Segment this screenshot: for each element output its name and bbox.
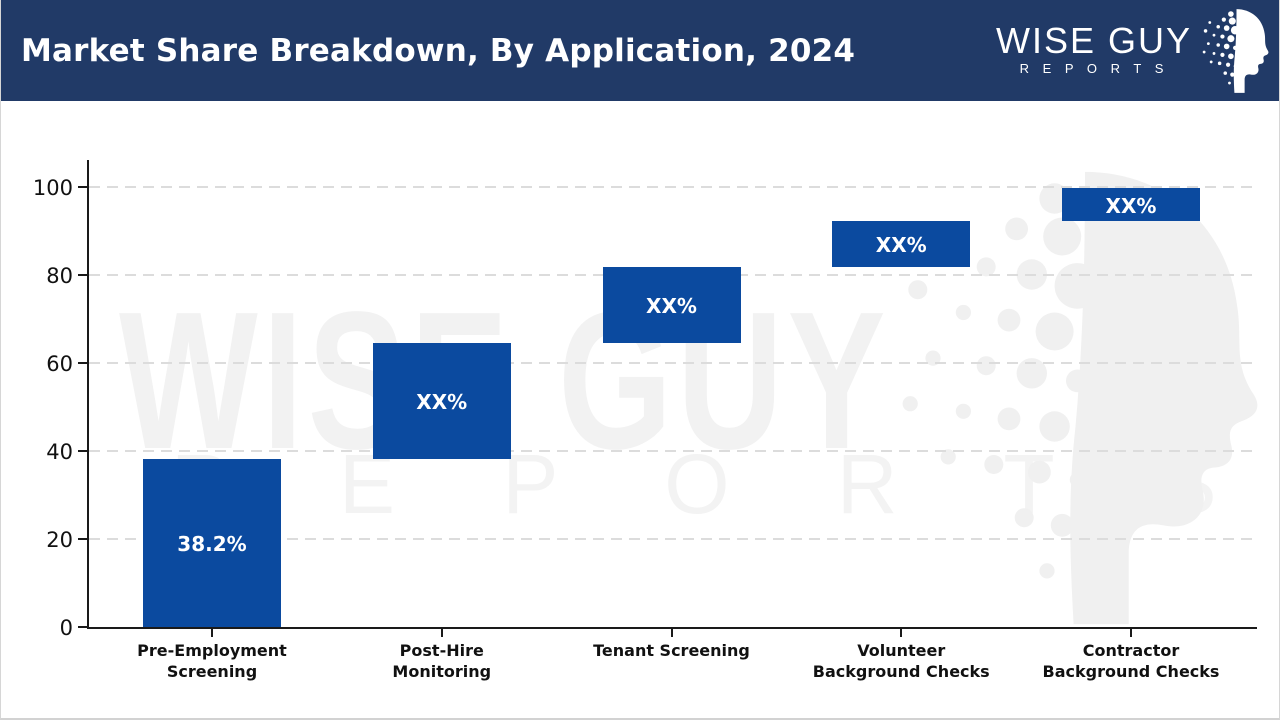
bar-value-label-2: XX%	[416, 389, 468, 414]
y-tick-label-80: 80	[46, 263, 73, 288]
gridline-100	[89, 185, 1257, 188]
y-tick-20	[78, 537, 87, 540]
x-tick-2	[440, 629, 443, 637]
bar-value-label-1: 38.2%	[177, 531, 247, 556]
y-tick-label-20: 20	[46, 527, 73, 552]
y-axis-spine	[87, 160, 89, 629]
y-tick-100	[78, 185, 87, 188]
x-tick-1	[211, 629, 213, 637]
brand-head-icon	[1202, 8, 1269, 93]
bar-value-label-5: XX%	[1105, 193, 1157, 218]
bar-value-label-3: XX%	[646, 294, 697, 319]
y-tick-label-60: 60	[46, 351, 73, 376]
y-tick-60	[78, 361, 87, 364]
brand-text: WISE GUY R E P O R T S	[996, 23, 1192, 78]
category-label-contractor-background-checks: Contractor Background Checks	[1042, 641, 1220, 681]
y-tick-80	[78, 273, 87, 276]
brand-logo: WISE GUY R E P O R T S	[996, 7, 1272, 95]
x-tick-5	[1130, 629, 1132, 637]
y-tick-40	[78, 449, 87, 452]
brand-subtitle: R E P O R T S	[1019, 61, 1169, 76]
gridline-40	[89, 449, 1257, 452]
header-bar: Market Share Breakdown, By Application, …	[1, 0, 1279, 101]
y-tick-label-100: 100	[32, 175, 73, 200]
category-label-tenant-screening: Tenant Screening	[593, 641, 750, 660]
category-label-volunteer-background-checks: Volunteer Background Checks	[812, 641, 990, 681]
x-tick-4	[900, 629, 903, 637]
y-tick-0	[78, 626, 87, 628]
bar-pre-employment-screening	[143, 458, 281, 627]
x-tick-3	[670, 629, 673, 637]
category-label-post-hire-monitoring: Post-Hire Monitoring	[392, 641, 492, 681]
gridline-20	[89, 537, 1257, 540]
gridline-60	[89, 361, 1257, 364]
x-axis-spine	[87, 627, 1257, 629]
category-label-pre-employment-screening: Pre-Employment Screening	[137, 641, 287, 681]
bar-tenant-screening	[602, 267, 741, 343]
y-tick-label-0: 0	[59, 616, 73, 640]
page-title: Market Share Breakdown, By Application, …	[21, 32, 856, 69]
y-tick-label-40: 40	[46, 439, 73, 464]
bar-value-label-4: XX%	[875, 233, 927, 258]
brand-name: WISE GUY	[995, 20, 1192, 61]
bar-post-hire-monitoring	[372, 342, 511, 459]
